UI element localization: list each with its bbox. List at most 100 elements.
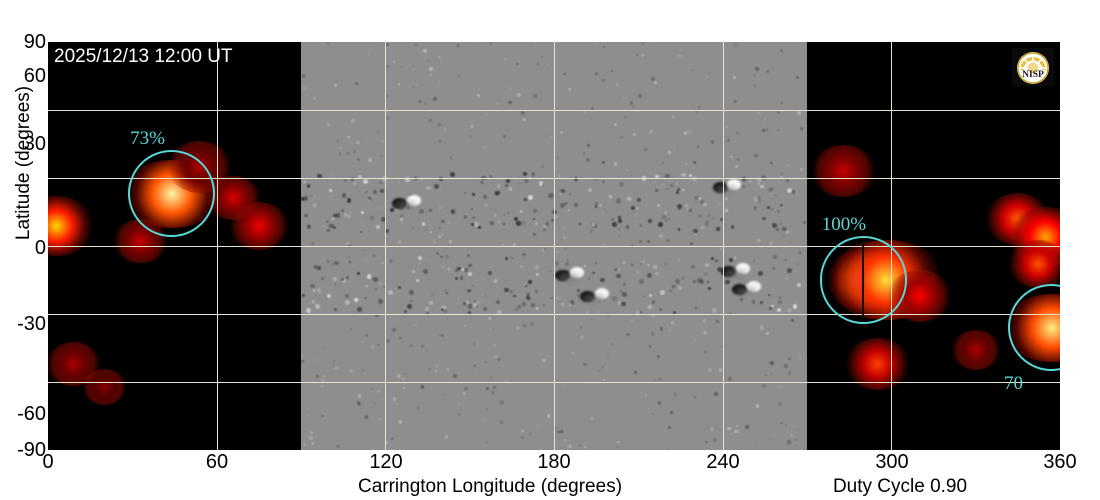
magnetic-network-element: [422, 48, 427, 53]
magnetic-network-element: [748, 296, 751, 299]
magnetic-network-element: [727, 426, 731, 431]
magnetic-network-element: [494, 354, 498, 359]
magnetic-network-element: [590, 417, 594, 420]
magnetic-network-element: [625, 225, 629, 229]
magnetic-network-element: [390, 207, 395, 212]
magnetic-network-element: [409, 309, 411, 311]
magnetic-network-element: [766, 69, 769, 73]
magnetic-network-element: [534, 45, 536, 47]
magnetic-network-element: [690, 242, 694, 246]
magnetic-network-element: [748, 423, 751, 426]
magnetic-network-element: [368, 197, 371, 201]
magnetic-network-element: [497, 358, 500, 361]
magnetic-network-element: [496, 184, 501, 189]
magnetic-network-element: [636, 54, 638, 57]
magnetic-network-element: [371, 277, 374, 280]
magnetic-network-element: [757, 238, 761, 243]
magnetic-network-element: [698, 264, 700, 266]
magnetic-network-element: [494, 208, 498, 212]
magnetic-network-element: [672, 310, 676, 314]
magnetic-network-element: [771, 304, 774, 308]
magnetic-network-element: [583, 152, 586, 155]
magnetic-network-element: [380, 140, 384, 144]
magnetic-network-element: [721, 379, 723, 382]
magnetic-network-element: [367, 199, 370, 202]
magnetic-network-element: [755, 443, 757, 446]
magnetic-network-element: [777, 308, 782, 312]
magnetic-network-element: [629, 101, 634, 105]
magnetic-network-element: [485, 113, 488, 115]
magnetic-network-element: [517, 305, 522, 310]
magnetic-network-element: [585, 311, 589, 315]
magnetic-network-element: [694, 339, 696, 341]
magnetic-network-element: [532, 233, 536, 237]
magnetic-network-element: [565, 262, 569, 266]
magnetic-network-element: [514, 217, 519, 222]
magnetic-network-element: [379, 206, 383, 210]
magnetic-network-element: [354, 298, 359, 303]
magnetic-network-element: [622, 282, 626, 286]
magnetic-network-element: [800, 126, 804, 130]
magnetic-network-element: [701, 225, 705, 229]
magnetic-network-element: [316, 288, 322, 293]
magnetic-network-element: [751, 300, 756, 305]
nearside-active-region: [582, 293, 605, 303]
magnetic-network-element: [615, 83, 619, 86]
magnetic-network-element: [457, 291, 460, 294]
magnetic-network-element: [384, 229, 389, 234]
magnetic-network-element: [336, 445, 340, 448]
magnetic-network-element: [580, 335, 584, 340]
magnetic-network-element: [761, 383, 766, 388]
ytick-90: 90: [23, 31, 46, 53]
magnetic-network-element: [343, 179, 347, 183]
magnetic-network-element: [519, 264, 524, 269]
magnetic-network-element: [797, 283, 802, 288]
magnetic-network-element: [612, 296, 617, 301]
magnetic-network-element: [633, 370, 637, 374]
magnetic-network-element: [464, 386, 468, 391]
magnetic-network-element: [349, 369, 354, 373]
magnetic-network-element: [380, 155, 383, 158]
magnetic-network-element: [538, 181, 544, 186]
magnetic-network-element: [313, 265, 318, 269]
magnetic-network-element: [725, 125, 728, 128]
magnetic-network-element: [466, 253, 471, 258]
magnetic-network-element: [481, 277, 485, 280]
magnetic-network-element: [784, 364, 789, 369]
magnetic-network-element: [707, 286, 711, 290]
magnetic-network-element: [780, 172, 784, 175]
magnetic-network-element: [412, 68, 415, 72]
xtick-120: 120: [369, 451, 403, 473]
magnetic-network-element: [781, 101, 784, 104]
magnetic-network-element: [718, 368, 723, 373]
magnetic-network-element: [576, 293, 580, 297]
magnetic-network-element: [670, 321, 675, 325]
magnetic-network-element: [626, 404, 629, 406]
magnetic-network-element: [626, 333, 630, 337]
magnetic-network-element: [356, 307, 362, 313]
magnetic-network-element: [522, 172, 527, 177]
magnetic-network-element: [472, 193, 475, 196]
magnetic-network-element: [405, 177, 410, 182]
active-region-circle: [819, 236, 907, 324]
magnetic-network-element: [688, 208, 692, 212]
magnetic-network-element: [400, 218, 403, 221]
magnetic-network-element: [400, 66, 403, 69]
magnetic-network-element: [557, 430, 560, 434]
magnetic-network-element: [334, 260, 339, 266]
magnetic-network-element: [727, 377, 732, 381]
magnetic-network-element: [311, 300, 316, 305]
magnetic-network-element: [417, 309, 420, 312]
magnetic-network-element: [313, 97, 316, 100]
magnetic-network-element: [371, 345, 374, 349]
magnetic-network-element: [665, 263, 668, 266]
magnetic-network-element: [573, 177, 579, 182]
magnetic-network-element: [679, 54, 682, 57]
magnetic-network-element: [610, 217, 614, 221]
magnetic-network-element: [445, 435, 449, 439]
magnetic-network-element: [368, 158, 372, 162]
magnetic-network-element: [781, 205, 784, 208]
magnetic-network-element: [678, 207, 680, 210]
magnetic-network-element: [397, 240, 402, 244]
nearside-active-region: [721, 265, 737, 277]
